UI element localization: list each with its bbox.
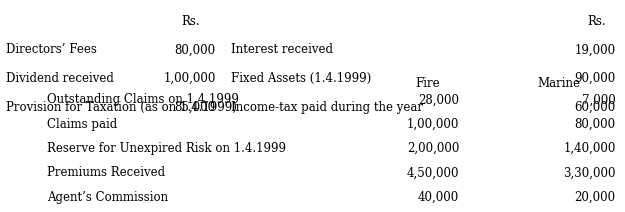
Text: Fixed Assets (1.4.1999): Fixed Assets (1.4.1999): [231, 72, 371, 85]
Text: 40,000: 40,000: [418, 191, 459, 204]
Text: 90,000: 90,000: [574, 72, 616, 85]
Text: 1,40,000: 1,40,000: [563, 142, 616, 155]
Text: 20,000: 20,000: [574, 191, 616, 204]
Text: Premiums Received: Premiums Received: [47, 166, 165, 179]
Text: Provision for Taxation (as on 1.4.1999): Provision for Taxation (as on 1.4.1999): [6, 101, 237, 114]
Text: Agent’s Commission: Agent’s Commission: [47, 191, 168, 204]
Text: Interest received: Interest received: [231, 43, 333, 56]
Text: Rs.: Rs.: [181, 15, 200, 28]
Text: Income-tax paid during the year: Income-tax paid during the year: [231, 101, 423, 114]
Text: 19,000: 19,000: [574, 43, 616, 56]
Text: Claims paid: Claims paid: [47, 118, 117, 131]
Text: 2,00,000: 2,00,000: [407, 142, 459, 155]
Text: 4,50,000: 4,50,000: [407, 166, 459, 179]
Text: Outstanding Claims on 1.4.1999: Outstanding Claims on 1.4.1999: [47, 93, 239, 106]
Text: Dividend received: Dividend received: [6, 72, 114, 85]
Text: 7,000: 7,000: [582, 93, 616, 106]
Text: Directors’ Fees: Directors’ Fees: [6, 43, 97, 56]
Text: 80,000: 80,000: [574, 118, 616, 131]
Text: 85,000: 85,000: [174, 101, 216, 114]
Text: 80,000: 80,000: [174, 43, 216, 56]
Text: 28,000: 28,000: [418, 93, 459, 106]
Text: Fire: Fire: [416, 77, 441, 90]
Text: 1,00,000: 1,00,000: [163, 72, 216, 85]
Text: 60,000: 60,000: [574, 101, 616, 114]
Text: Rs.: Rs.: [588, 15, 606, 28]
Text: 1,00,000: 1,00,000: [407, 118, 459, 131]
Text: Marine: Marine: [538, 77, 581, 90]
Text: 3,30,000: 3,30,000: [563, 166, 616, 179]
Text: Reserve for Unexpired Risk on 1.4.1999: Reserve for Unexpired Risk on 1.4.1999: [47, 142, 286, 155]
